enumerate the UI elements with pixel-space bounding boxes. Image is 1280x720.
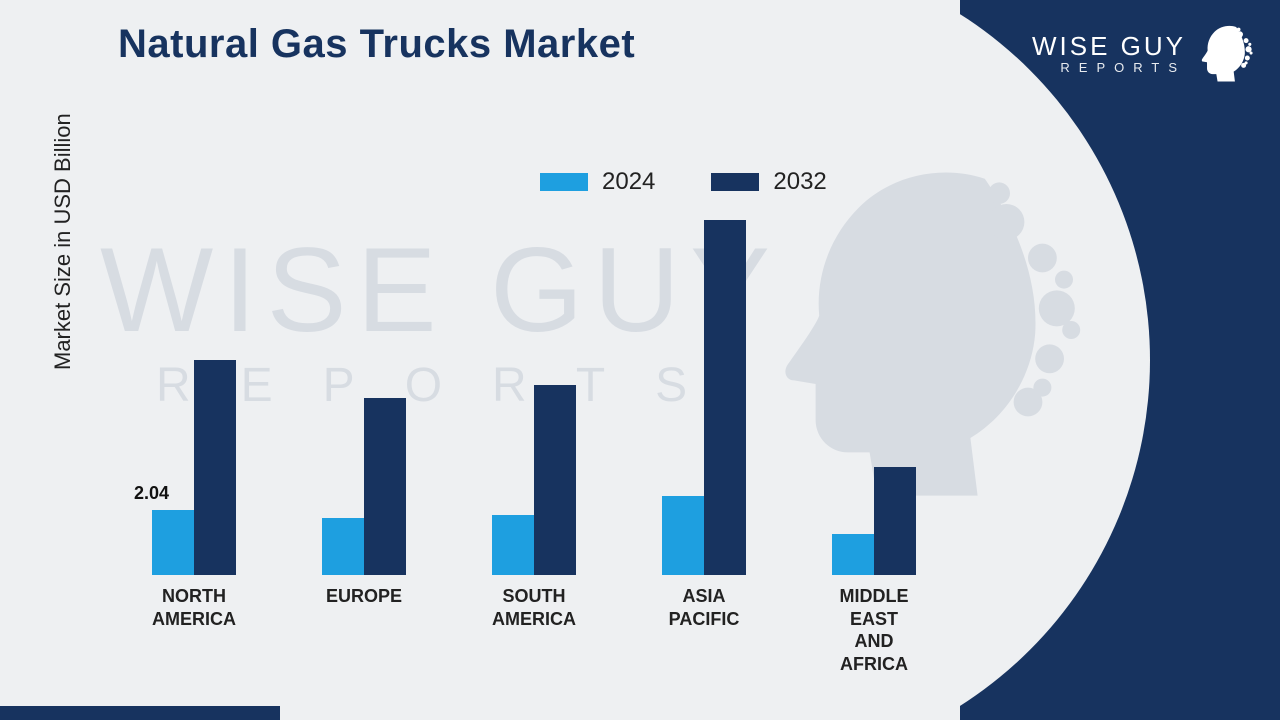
bar-2024 — [492, 515, 534, 575]
category-label: EUROPE — [294, 575, 434, 608]
category-label: MIDDLEEASTANDAFRICA — [804, 575, 944, 675]
bar-pair — [492, 385, 576, 575]
bar-2024 — [662, 496, 704, 575]
bar-pair — [832, 467, 916, 575]
plot-area: 2.04NORTHAMERICAEUROPESOUTHAMERICAASIAPA… — [110, 195, 970, 575]
legend: 2024 2032 — [540, 168, 827, 196]
brand-logo: WISE GUY REPORTS — [1032, 22, 1256, 84]
legend-item: 2024 — [540, 168, 655, 196]
bar-value-label: 2.04 — [134, 483, 169, 504]
bar-2032 — [704, 220, 746, 575]
brand-sub: REPORTS — [1060, 61, 1186, 74]
bar-2032 — [194, 360, 236, 575]
category-label: ASIAPACIFIC — [634, 575, 774, 630]
bar-2032 — [534, 385, 576, 575]
chart-title: Natural Gas Trucks Market — [118, 22, 635, 67]
legend-label: 2024 — [602, 168, 655, 196]
bar-2032 — [364, 398, 406, 575]
bar-pair — [322, 398, 406, 575]
category-label: NORTHAMERICA — [124, 575, 264, 630]
bar-pair — [662, 220, 746, 575]
legend-swatch — [711, 173, 759, 191]
chart-canvas: WISE GUY REPORTS Natural Gas Trucks Mark… — [0, 0, 1280, 720]
legend-label: 2032 — [773, 168, 826, 196]
brand-head-icon — [1194, 22, 1256, 84]
y-axis-label: Market Size in USD Billion — [50, 113, 76, 370]
bar-2024 — [832, 534, 874, 575]
category-label: SOUTHAMERICA — [464, 575, 604, 630]
legend-item: 2032 — [711, 168, 826, 196]
brand-name: WISE GUY — [1032, 33, 1186, 59]
bar-2024 — [322, 518, 364, 575]
bar-2024 — [152, 510, 194, 575]
footer-accent — [0, 706, 280, 720]
bar-2032 — [874, 467, 916, 575]
legend-swatch — [540, 173, 588, 191]
bar-pair — [152, 360, 236, 575]
